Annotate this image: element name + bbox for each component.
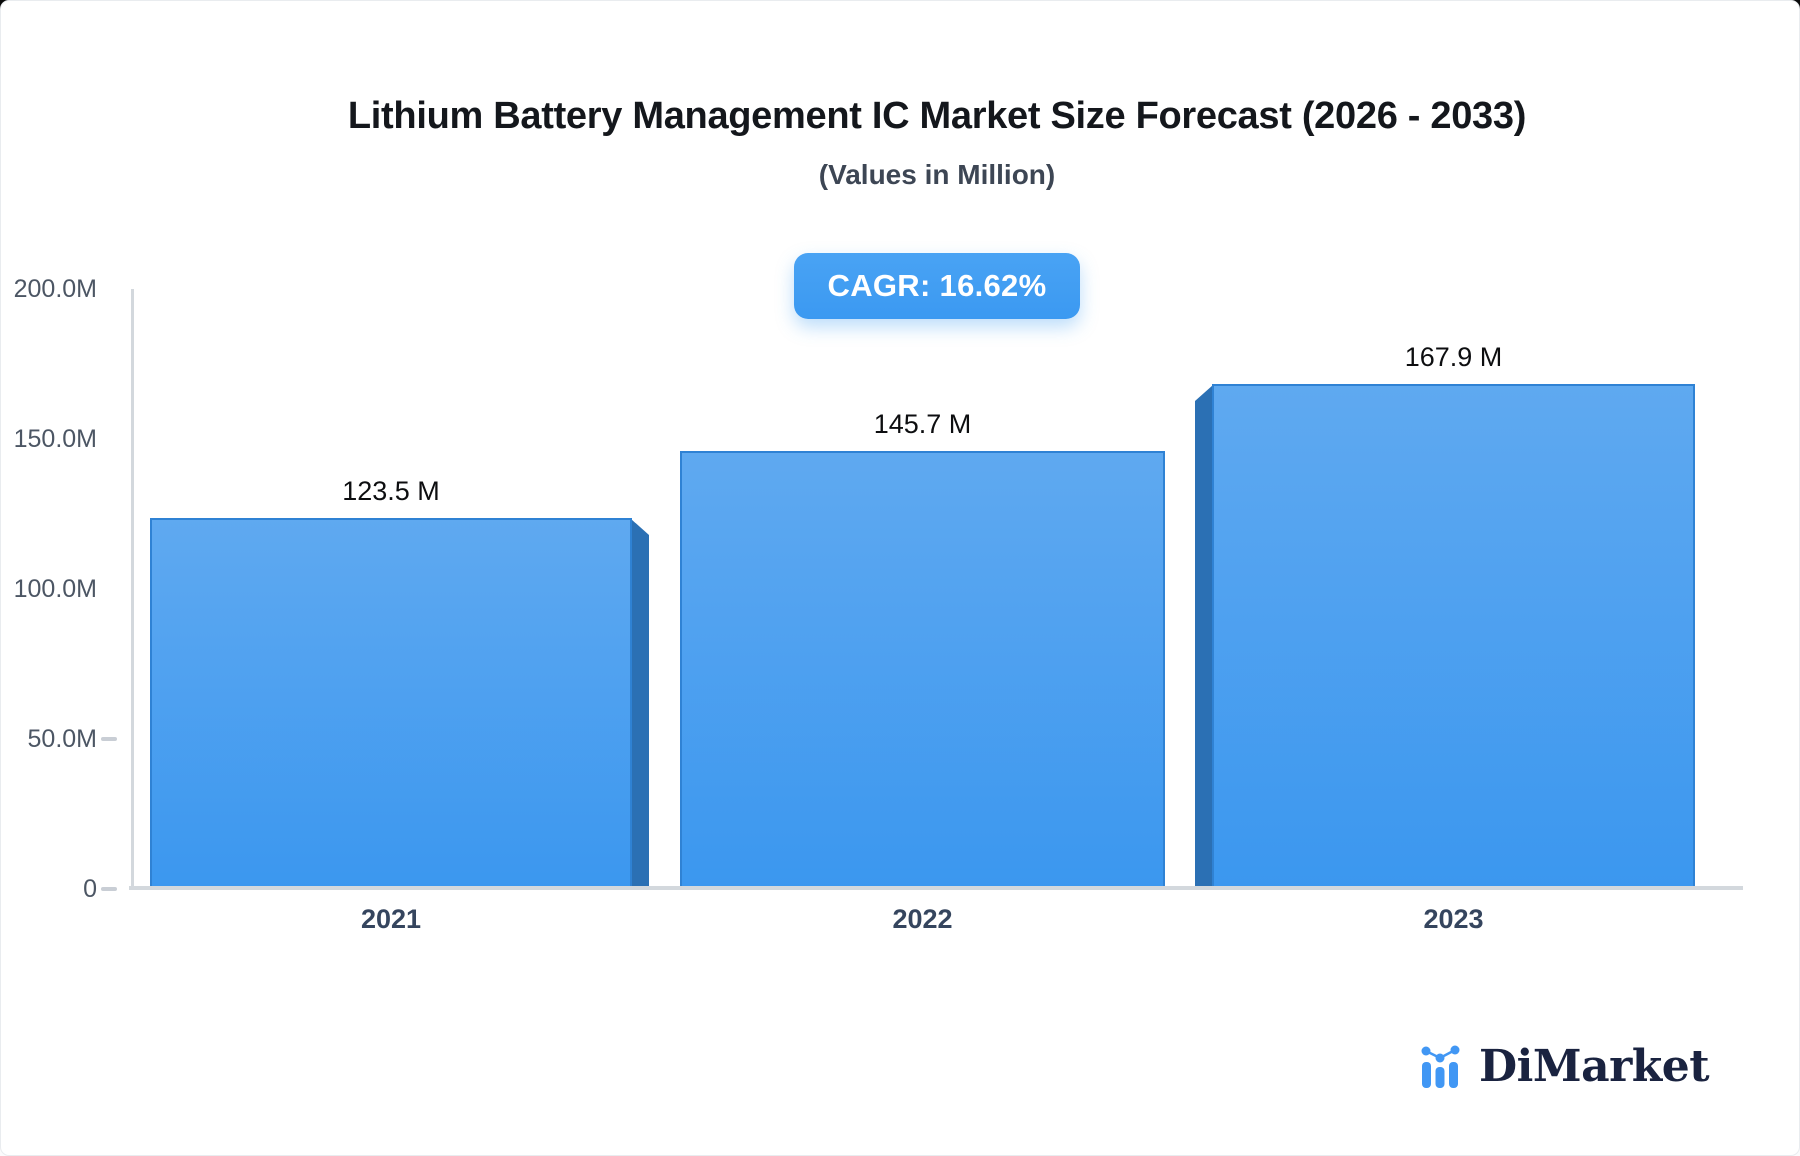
x-axis-label-2021: 2021 (360, 904, 422, 934)
bar-value-label: 123.5 M (342, 476, 440, 506)
chart-title: Lithium Battery Management IC Market Siz… (347, 95, 1527, 137)
bar-chart-logo-icon (1421, 1045, 1460, 1088)
bar-2023[interactable] (1212, 384, 1695, 890)
bar-2022[interactable] (680, 451, 1165, 890)
brand-logo: DiMarket (1421, 1041, 1710, 1092)
chart-subtitle: (Values in Million) (818, 159, 1056, 190)
y-axis-label: 100.0M (13, 575, 97, 603)
bar-side-face (1195, 385, 1213, 889)
bar-2021[interactable] (150, 518, 632, 890)
y-axis-line (131, 289, 134, 890)
bar-side-face (631, 519, 649, 889)
brand-name: DiMarket (1479, 1041, 1710, 1092)
x-axis-label-2023: 2023 (1423, 904, 1484, 934)
cagr-badge-row: CAGR: 16.62% (67, 253, 1799, 319)
y-axis-label: 50.0M (27, 725, 97, 753)
bar-value-label: 145.7 M (873, 409, 972, 439)
y-axis-label: 200.0M (13, 275, 97, 303)
y-axis-tick (101, 737, 117, 741)
y-axis-tick (101, 887, 117, 891)
bar-value-label: 167.9 M (1404, 342, 1503, 372)
y-axis-label: 150.0M (13, 425, 97, 453)
y-axis-label: 0 (83, 875, 97, 903)
cagr-badge: CAGR: 16.62% (793, 253, 1081, 319)
x-axis-line (129, 886, 1743, 890)
x-axis-label-2022: 2022 (892, 904, 953, 934)
